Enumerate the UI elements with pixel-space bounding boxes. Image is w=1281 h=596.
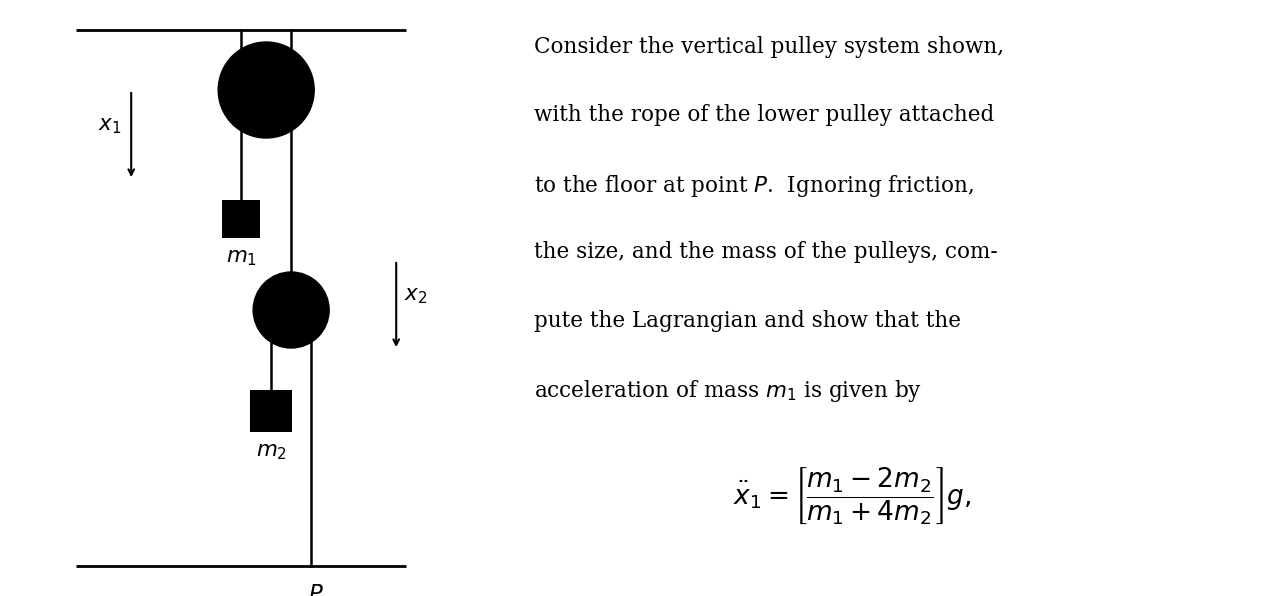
Text: Consider the vertical pulley system shown,: Consider the vertical pulley system show…	[534, 36, 1004, 58]
Circle shape	[218, 42, 314, 138]
Text: $m_1$: $m_1$	[225, 246, 256, 268]
Bar	[222, 200, 260, 238]
Text: to the floor at point $P$.  Ignoring friction,: to the floor at point $P$. Ignoring fric…	[534, 173, 974, 199]
Text: the size, and the mass of the pulleys, com-: the size, and the mass of the pulleys, c…	[534, 241, 998, 263]
Circle shape	[254, 272, 329, 348]
Text: $P$: $P$	[307, 584, 324, 596]
Text: pute the Lagrangian and show that the: pute the Lagrangian and show that the	[534, 310, 962, 332]
Text: acceleration of mass $m_1$ is given by: acceleration of mass $m_1$ is given by	[534, 378, 922, 405]
Text: $m_2$: $m_2$	[256, 440, 287, 462]
Bar	[250, 390, 292, 432]
Text: $x_1$: $x_1$	[97, 114, 122, 136]
Text: with the rope of the lower pulley attached: with the rope of the lower pulley attach…	[534, 104, 994, 126]
Text: $x_2$: $x_2$	[405, 284, 428, 306]
Text: $\ddot{x}_1 = \left[\dfrac{m_1 - 2m_2}{m_1 + 4m_2}\right] g,$: $\ddot{x}_1 = \left[\dfrac{m_1 - 2m_2}{m…	[733, 465, 971, 527]
